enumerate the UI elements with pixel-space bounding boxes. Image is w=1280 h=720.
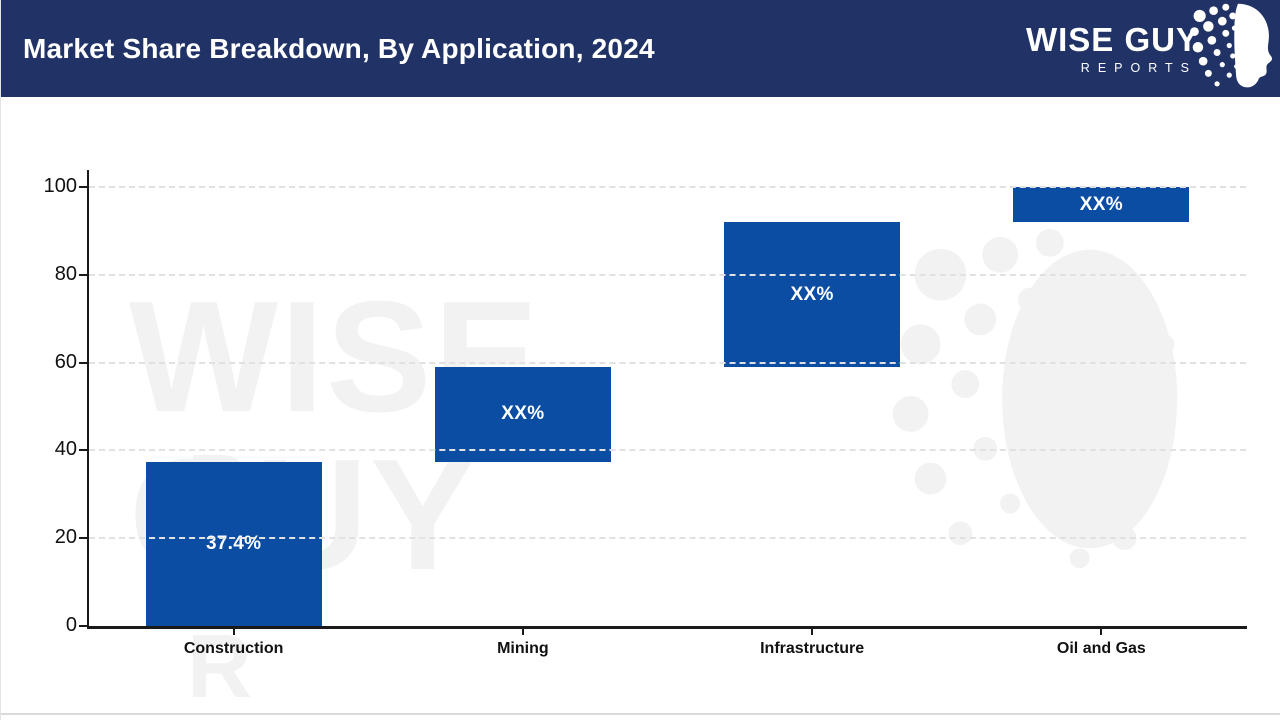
y-tick-label: 20: [54, 526, 77, 549]
category-label: Infrastructure: [760, 640, 865, 657]
x-tick-mark: [232, 627, 235, 635]
category-label: Construction: [183, 640, 284, 657]
y-tick-mark: [79, 361, 88, 364]
logo-line1: WISE GUY: [1025, 20, 1199, 58]
bar-mining: XX%: [434, 366, 611, 462]
gridline-80: [89, 273, 1246, 276]
y-tick-mark: [79, 537, 88, 540]
gridline-20: [89, 537, 1246, 540]
category-label: Oil and Gas: [1056, 640, 1146, 657]
gridline-40: [89, 449, 1246, 452]
y-tick-label: 100: [43, 175, 77, 197]
y-tick-mark: [79, 625, 88, 627]
y-tick-label: 0: [65, 614, 77, 636]
bar-value-label: 37.4%: [205, 532, 262, 554]
y-tick-label: 60: [54, 350, 77, 373]
gridline-100: [89, 186, 1246, 188]
y-tick-label: 80: [54, 262, 77, 285]
category-label: Mining: [497, 640, 549, 657]
logo-wordmark: WISE GUY REPORTS: [1026, 23, 1199, 75]
x-tick-mark: [521, 627, 524, 635]
x-axis-line: [87, 626, 1247, 629]
x-tick-mark: [811, 627, 814, 635]
wise-guy-logo: WISE GUY REPORTS: [1026, 0, 1277, 97]
y-axis-line: [87, 170, 89, 628]
y-tick-label: 40: [54, 438, 77, 461]
bottom-divider: [1, 713, 1280, 715]
y-tick-mark: [79, 186, 88, 188]
gridline-60: [89, 361, 1246, 364]
page-title: Market Share Breakdown, By Application, …: [23, 32, 655, 64]
x-tick-mark: [1100, 627, 1103, 635]
bar-value-label: XX%: [501, 403, 545, 425]
bar-value-label: XX%: [790, 283, 834, 305]
header-banner: Market Share Breakdown, By Application, …: [1, 0, 1280, 97]
bar-infrastructure: XX%: [724, 222, 901, 367]
logo-line2: REPORTS: [1080, 60, 1197, 75]
y-tick-mark: [79, 449, 88, 452]
watermark-head-icon: [892, 228, 1178, 569]
dotted-head-icon: [1190, 3, 1273, 87]
bar-oil-and-gas: XX%: [1013, 187, 1190, 223]
bar-value-label: XX%: [1079, 193, 1123, 215]
y-tick-mark: [79, 273, 88, 276]
bar-construction: 37.4%: [145, 461, 322, 626]
